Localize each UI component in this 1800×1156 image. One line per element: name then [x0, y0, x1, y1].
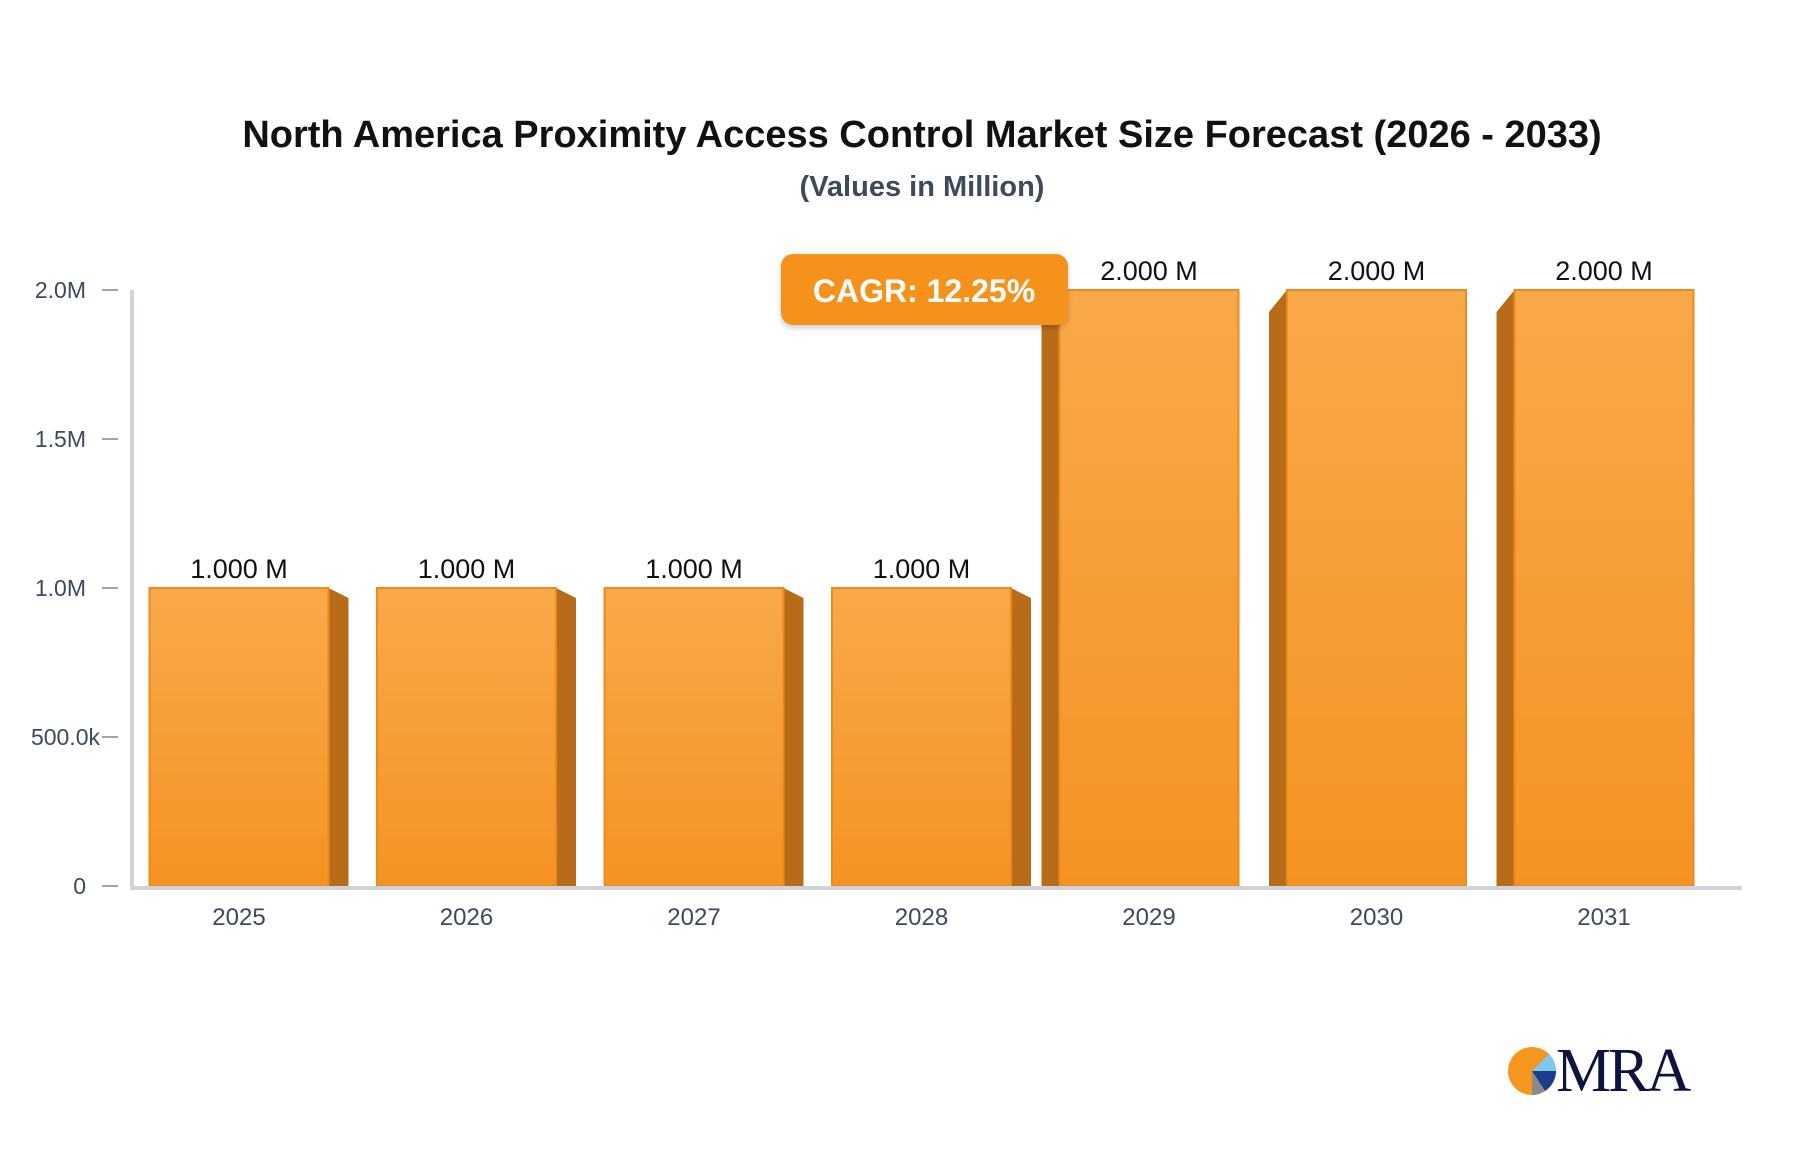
bar-side — [1269, 290, 1287, 886]
bar-2025: 1.000 M 2025 — [148, 554, 349, 931]
cagr-badge: CAGR: 12.25% — [781, 254, 1068, 325]
x-tick-label: 2027 — [667, 904, 720, 931]
bar — [376, 587, 557, 887]
bar-side — [1011, 588, 1031, 886]
x-tick-label: 2028 — [895, 904, 948, 931]
bar-side — [1496, 290, 1515, 886]
chart-title: North America Proximity Access Control M… — [242, 114, 1601, 156]
bar — [148, 587, 330, 887]
bar-side — [556, 588, 576, 886]
x-tick-label: 2025 — [212, 904, 265, 931]
bar — [1286, 289, 1467, 887]
y-tick-label: 1.5M — [35, 426, 86, 452]
x-tick-label: 2029 — [1122, 904, 1175, 931]
bar-data-label: 1.000 M — [418, 554, 516, 584]
bar-2026: 1.000 M 2026 — [376, 554, 576, 931]
bar-data-label: 2.000 M — [1100, 256, 1198, 286]
y-tick-label: 2.0M — [35, 277, 86, 303]
bar-side — [1041, 290, 1060, 886]
bar-2028: 1.000 M 2028 — [831, 554, 1031, 931]
bar-side — [328, 588, 349, 886]
bar-data-label: 1.000 M — [873, 554, 971, 584]
cagr-label: CAGR: 12.25% — [813, 273, 1035, 309]
bar-side — [783, 588, 804, 886]
bar-2029: 2.000 M 2029 — [1041, 256, 1240, 931]
logo-text: MRA — [1556, 1037, 1691, 1105]
y-tick-label: 1.0M — [35, 575, 86, 601]
bar-data-label: 2.000 M — [1555, 256, 1653, 286]
chart-subtitle: (Values in Million) — [800, 171, 1045, 203]
bar-data-label: 1.000 M — [190, 554, 288, 584]
x-tick-label: 2026 — [440, 904, 493, 931]
y-tick-label: 500.0k — [31, 724, 101, 750]
bar-2031: 2.000 M 2031 — [1496, 256, 1695, 931]
mra-logo: MRA — [1508, 1037, 1694, 1105]
x-tick-label: 2030 — [1350, 904, 1403, 931]
y-tick-label: 0 — [73, 873, 86, 899]
bar — [1513, 289, 1695, 887]
bar-2030: 2.000 M 2030 — [1269, 256, 1467, 931]
bar — [1058, 289, 1240, 887]
x-tick-label: 2031 — [1577, 904, 1630, 931]
bar-2027: 1.000 M 2027 — [603, 554, 804, 931]
bar — [831, 587, 1012, 887]
bar — [603, 587, 785, 887]
bar-data-label: 1.000 M — [645, 554, 743, 584]
bar-data-label: 2.000 M — [1328, 256, 1426, 286]
y-axis: 0 500.0k 1.0M 1.5M 2.0M — [31, 277, 118, 899]
